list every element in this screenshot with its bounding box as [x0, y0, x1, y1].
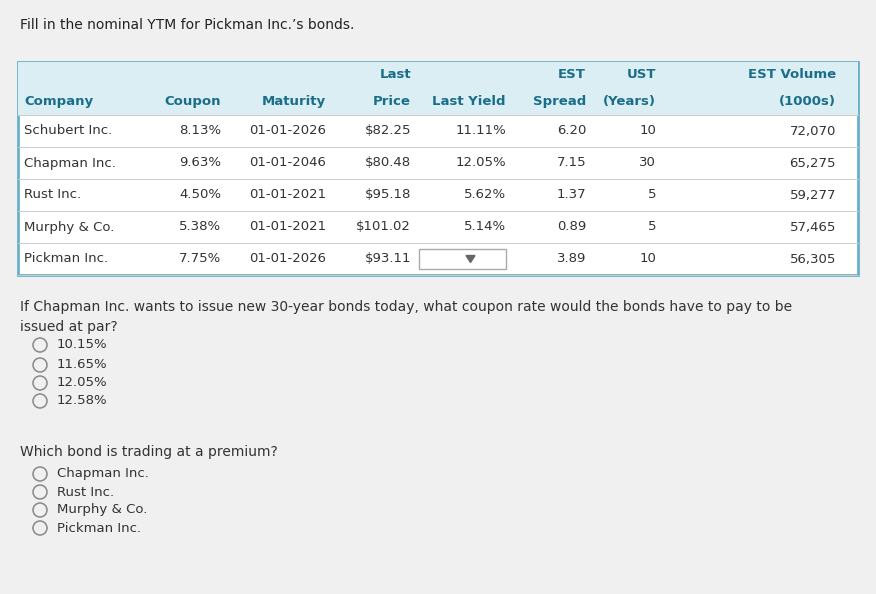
Text: 5.62%: 5.62% — [464, 188, 506, 201]
Bar — [18, 62, 858, 115]
Text: 5: 5 — [647, 220, 656, 233]
Text: 65,275: 65,275 — [789, 156, 836, 169]
Text: 01-01-2026: 01-01-2026 — [249, 125, 326, 137]
Bar — [18, 62, 858, 275]
Text: EST: EST — [558, 68, 586, 81]
Text: 01-01-2021: 01-01-2021 — [249, 220, 326, 233]
Text: If Chapman Inc. wants to issue new 30-year bonds today, what coupon rate would t: If Chapman Inc. wants to issue new 30-ye… — [20, 300, 792, 334]
Text: 8.13%: 8.13% — [179, 125, 221, 137]
Text: 7.75%: 7.75% — [179, 252, 221, 266]
Text: 01-01-2021: 01-01-2021 — [249, 188, 326, 201]
Text: 59,277: 59,277 — [789, 188, 836, 201]
Text: 12.58%: 12.58% — [57, 394, 108, 407]
Text: $93.11: $93.11 — [364, 252, 411, 266]
Text: 11.65%: 11.65% — [57, 359, 108, 371]
Text: EST Volume: EST Volume — [748, 68, 836, 81]
Text: 56,305: 56,305 — [789, 252, 836, 266]
Text: Price: Price — [373, 95, 411, 108]
Text: 1.37: 1.37 — [556, 188, 586, 201]
Text: 9.63%: 9.63% — [179, 156, 221, 169]
Text: 5.14%: 5.14% — [464, 220, 506, 233]
Text: Schubert Inc.: Schubert Inc. — [24, 125, 112, 137]
Text: Which bond is trading at a premium?: Which bond is trading at a premium? — [20, 445, 278, 459]
Text: Rust Inc.: Rust Inc. — [24, 188, 81, 201]
Bar — [419, 249, 506, 270]
Text: Murphy & Co.: Murphy & Co. — [24, 220, 115, 233]
Text: 30: 30 — [639, 156, 656, 169]
Polygon shape — [466, 255, 475, 263]
Text: Murphy & Co.: Murphy & Co. — [57, 504, 147, 517]
Text: 5: 5 — [647, 188, 656, 201]
Text: Company: Company — [24, 95, 93, 108]
Text: (Years): (Years) — [603, 95, 656, 108]
Text: Pickman Inc.: Pickman Inc. — [57, 522, 141, 535]
Text: Last Yield: Last Yield — [433, 95, 506, 108]
Text: 3.89: 3.89 — [556, 252, 586, 266]
Text: $82.25: $82.25 — [364, 125, 411, 137]
Text: $101.02: $101.02 — [357, 220, 411, 233]
Text: 6.20: 6.20 — [556, 125, 586, 137]
Text: 57,465: 57,465 — [789, 220, 836, 233]
Text: 10: 10 — [639, 252, 656, 266]
Text: (1000s): (1000s) — [779, 95, 836, 108]
Text: 01-01-2026: 01-01-2026 — [249, 252, 326, 266]
Text: 11.11%: 11.11% — [456, 125, 506, 137]
Text: Maturity: Maturity — [262, 95, 326, 108]
Text: 7.15: 7.15 — [556, 156, 586, 169]
Text: 12.05%: 12.05% — [456, 156, 506, 169]
Text: 72,070: 72,070 — [789, 125, 836, 137]
Text: Rust Inc.: Rust Inc. — [57, 485, 114, 498]
Text: 01-01-2046: 01-01-2046 — [249, 156, 326, 169]
Text: Chapman Inc.: Chapman Inc. — [57, 467, 149, 481]
Text: 10: 10 — [639, 125, 656, 137]
Text: 5.38%: 5.38% — [179, 220, 221, 233]
Text: 0.89: 0.89 — [557, 220, 586, 233]
Text: Chapman Inc.: Chapman Inc. — [24, 156, 116, 169]
Text: Last: Last — [379, 68, 411, 81]
Text: Spread: Spread — [533, 95, 586, 108]
Text: 4.50%: 4.50% — [179, 188, 221, 201]
Text: 12.05%: 12.05% — [57, 377, 108, 390]
Text: UST: UST — [626, 68, 656, 81]
Text: $95.18: $95.18 — [364, 188, 411, 201]
Text: Coupon: Coupon — [165, 95, 221, 108]
Text: Fill in the nominal YTM for Pickman Inc.’s bonds.: Fill in the nominal YTM for Pickman Inc.… — [20, 18, 355, 32]
Text: 10.15%: 10.15% — [57, 339, 108, 352]
Text: $80.48: $80.48 — [365, 156, 411, 169]
Text: Pickman Inc.: Pickman Inc. — [24, 252, 108, 266]
